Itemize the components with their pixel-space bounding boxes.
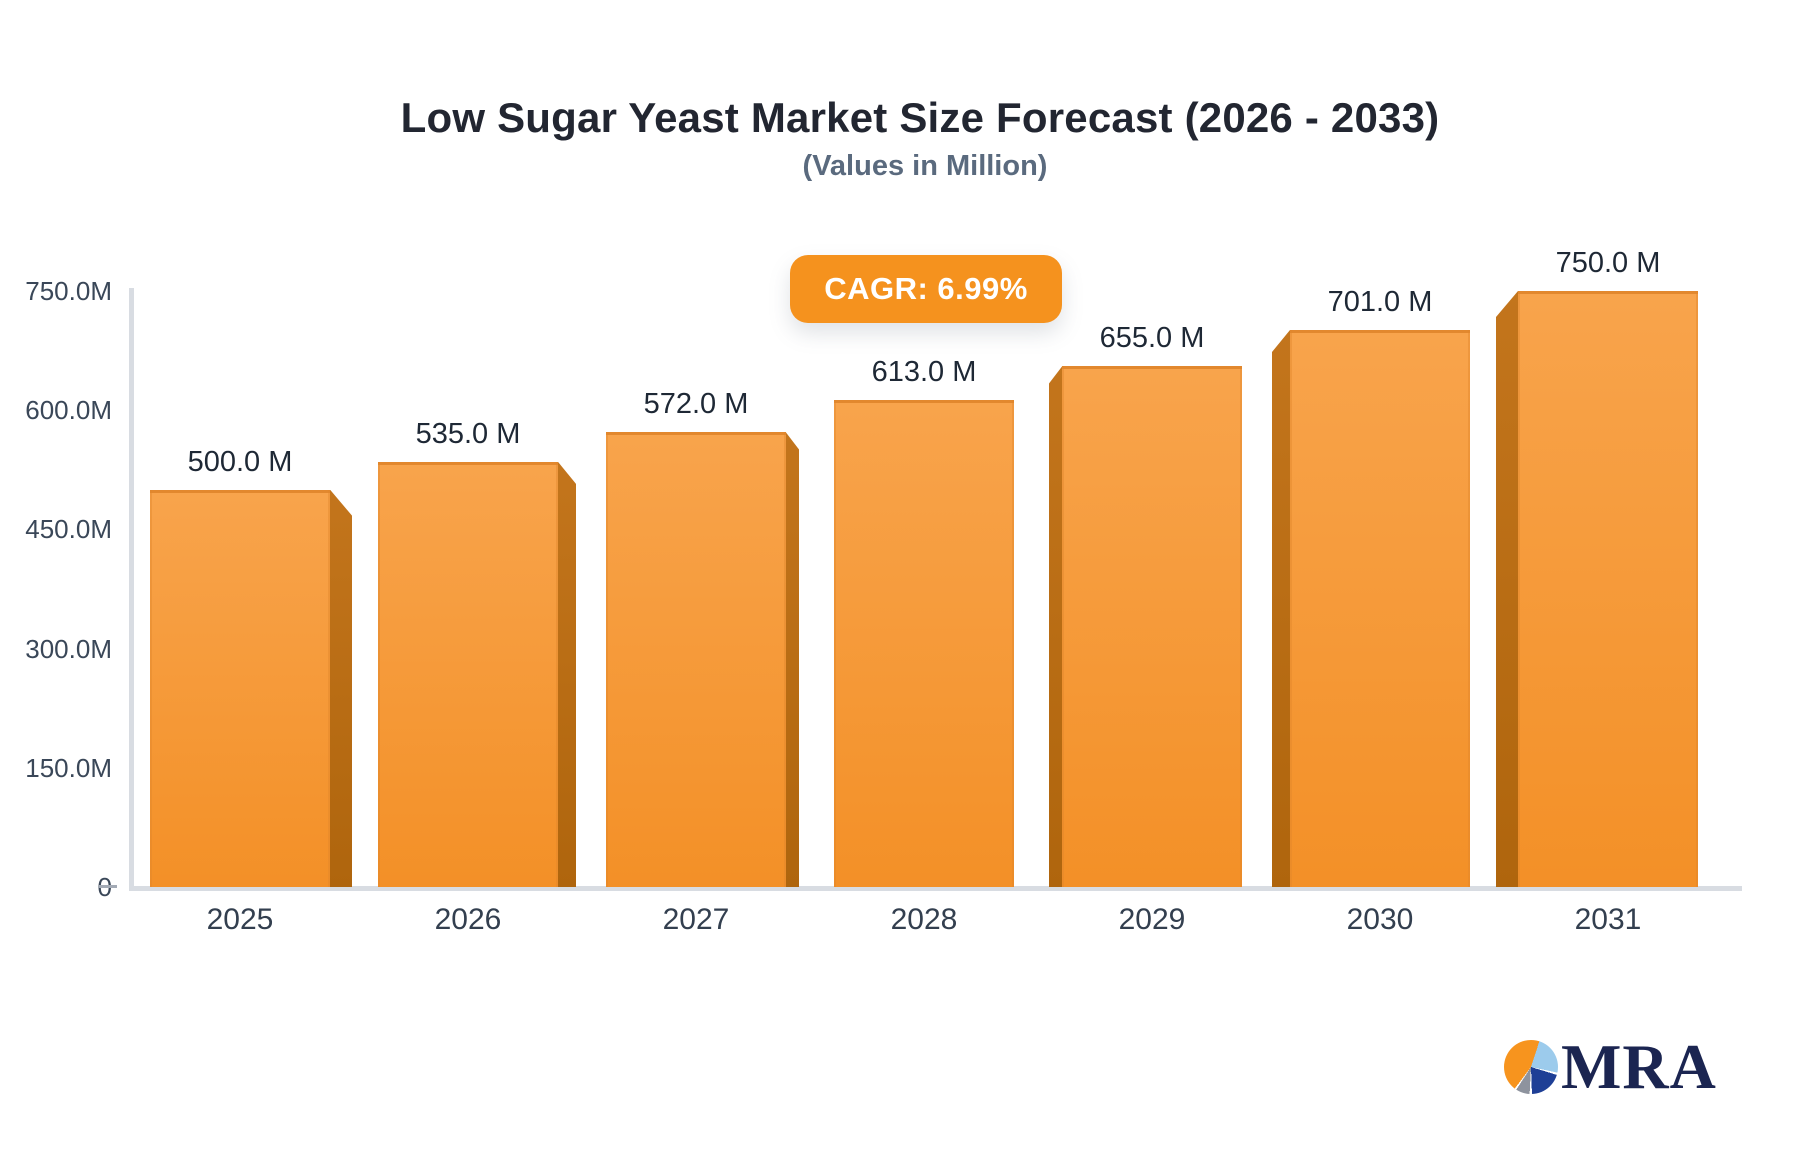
bar-value-label-2030: 701.0 M [1327,285,1433,318]
bar-value-label-2027: 572.0 M [643,388,749,421]
bar-value-label-2029: 655.0 M [1099,322,1205,355]
bar-2029-side [1049,366,1062,887]
x-axis-label-2030: 2030 [1346,903,1414,936]
y-axis-zero-tick [99,885,117,888]
bar-value-label-2026: 535.0 M [415,417,521,450]
bar-value-label-2028: 613.0 M [871,355,977,388]
bar-2026 [378,461,558,887]
bar-value-label-2031: 750.0 M [1555,247,1661,279]
pie-chart-icon [1504,1040,1558,1094]
y-axis-tick-label: 450.0M [25,514,112,545]
bar-2030 [1290,329,1470,887]
bar-2031 [1518,291,1698,887]
bar-2031-side [1496,291,1518,887]
x-axis-label-2027: 2027 [662,903,730,936]
bar-2030-side [1272,329,1290,887]
x-axis-label-2031: 2031 [1574,903,1642,936]
x-axis-label-2025: 2025 [206,903,274,936]
x-axis-label-2026: 2026 [434,903,502,936]
y-axis-tick-label: 0 [0,872,112,902]
bar-2025 [150,489,330,887]
bar-2026-side [558,461,576,887]
bar-2027 [606,432,786,887]
y-axis-tick-label: 750.0M [25,276,112,306]
y-axis-line [129,288,134,891]
bar-2025-side [330,489,352,887]
y-axis-tick-label: 150.0M [25,752,112,783]
y-axis-tick-label: 600.0M [25,395,112,426]
bar-2029 [1062,366,1242,887]
y-axis-tick-label: 300.0M [25,633,112,664]
x-axis-label-2029: 2029 [1118,903,1186,936]
bar-2027-side [786,432,799,887]
bar-2028 [834,399,1014,887]
x-axis-line [129,886,1742,891]
chart-subtitle: (Values in Million) [802,150,1048,182]
bar-value-label-2025: 500.0 M [187,445,293,478]
x-axis-label-2028: 2028 [890,903,958,936]
cagr-badge: CAGR: 6.99% [790,255,1062,323]
logo: MRA [1504,1031,1717,1102]
logo-text: MRA [1561,1031,1717,1102]
chart-title: Low Sugar Yeast Market Size Forecast (20… [400,94,1440,141]
